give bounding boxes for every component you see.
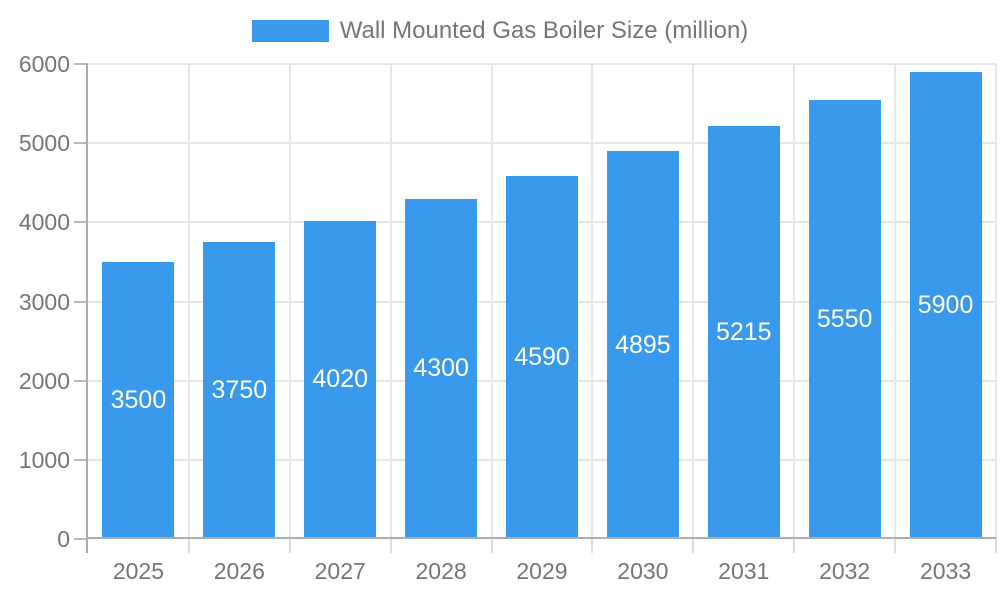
bar[interactable]: 5900 <box>909 71 982 539</box>
bar[interactable]: 4590 <box>506 175 578 539</box>
x-tick <box>692 539 695 553</box>
bar[interactable]: 4300 <box>405 198 478 539</box>
x-axis-tick-label: 2029 <box>516 558 568 584</box>
y-tick <box>74 538 88 540</box>
x-tick <box>389 539 392 553</box>
x-tick <box>490 539 493 553</box>
x-tick <box>995 539 997 553</box>
v-gridline <box>894 64 897 539</box>
y-tick <box>74 221 88 224</box>
bar[interactable]: 4895 <box>606 151 679 539</box>
legend: Wall Mounted Gas Boiler Size (million) <box>0 19 1000 43</box>
bar-value-label: 5550 <box>816 304 873 333</box>
bar-value-label: 4020 <box>312 365 369 394</box>
y-tick <box>74 458 88 461</box>
bar-value-label: 5900 <box>917 290 974 319</box>
bar-value-label: 5215 <box>715 318 772 347</box>
bar-value-label: 4895 <box>615 330 671 359</box>
y-tick <box>74 142 88 145</box>
bar-value-label: 3750 <box>211 376 268 405</box>
x-axis-line <box>88 537 996 539</box>
y-axis-tick-label: 5000 <box>18 130 70 157</box>
x-tick <box>591 539 594 553</box>
bar[interactable]: 3500 <box>102 261 175 539</box>
v-gridline <box>692 64 695 539</box>
x-tick <box>187 539 190 553</box>
bar[interactable]: 4020 <box>304 220 377 539</box>
x-tick <box>793 539 796 553</box>
v-gridline <box>793 64 796 539</box>
x-tick <box>894 539 897 553</box>
h-gridline <box>88 63 996 65</box>
h-gridline <box>88 142 996 145</box>
y-tick <box>74 63 88 65</box>
y-tick <box>74 300 88 303</box>
v-gridline <box>187 64 190 539</box>
x-axis-tick-label: 2026 <box>213 558 265 584</box>
x-axis-tick-label: 2030 <box>617 558 669 584</box>
x-axis-tick-label: 2031 <box>718 558 770 584</box>
y-axis-tick-label: 1000 <box>18 446 70 473</box>
x-axis-tick-label: 2028 <box>415 558 467 584</box>
legend-swatch <box>251 20 329 42</box>
y-axis-tick-label: 0 <box>57 526 70 552</box>
y-axis-tick-label: 3000 <box>18 288 70 315</box>
bar-value-label: 4590 <box>514 342 570 371</box>
y-axis-tick-label: 6000 <box>18 51 70 77</box>
x-tick <box>288 539 291 553</box>
y-tick <box>74 379 88 382</box>
v-gridline <box>591 64 594 539</box>
x-axis-tick-label: 2025 <box>112 558 165 584</box>
legend-label: Wall Mounted Gas Boiler Size (million) <box>339 17 749 44</box>
v-gridline <box>490 64 493 539</box>
v-gridline <box>288 64 291 539</box>
y-axis-line <box>86 64 88 553</box>
bar[interactable]: 5215 <box>707 126 780 539</box>
y-axis-tick-label: 2000 <box>18 367 70 394</box>
v-gridline <box>995 64 997 539</box>
bar-value-label: 4300 <box>413 354 469 383</box>
y-axis-tick-label: 4000 <box>18 209 70 236</box>
x-axis-tick-label: 2033 <box>919 558 972 584</box>
x-axis-tick-label: 2027 <box>314 558 366 584</box>
x-axis-tick-label: 2032 <box>819 558 871 584</box>
v-gridline <box>389 64 392 539</box>
bar[interactable]: 3750 <box>203 242 276 539</box>
bar-value-label: 3500 <box>110 385 167 414</box>
bar[interactable]: 5550 <box>808 99 881 539</box>
